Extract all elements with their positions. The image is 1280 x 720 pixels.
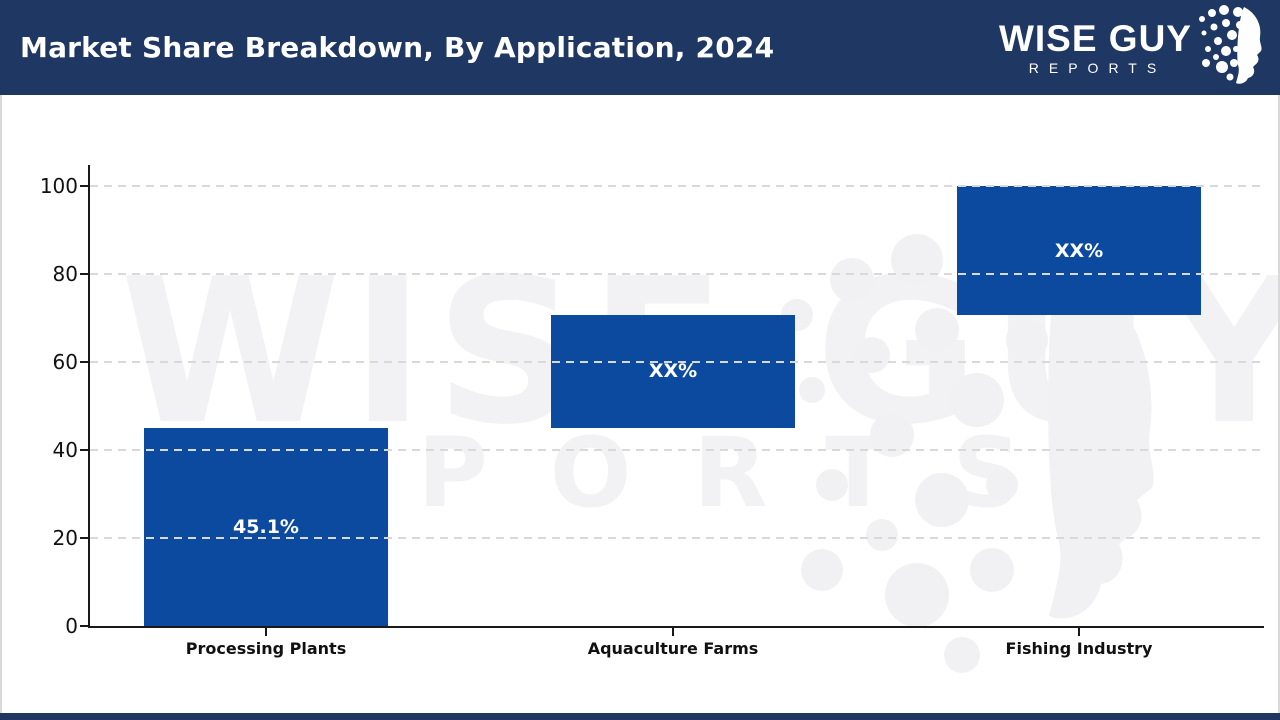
- x-axis-line: [88, 626, 1264, 628]
- y-tick-label: 100: [39, 174, 78, 198]
- bar: [144, 427, 388, 626]
- grid-line: [90, 185, 1260, 187]
- y-tick-label: 20: [52, 526, 78, 550]
- bar: [957, 186, 1201, 316]
- grid-line: [90, 449, 1260, 451]
- plot-region: 45.1% Processing Plants XX% Aquaculture Far…: [2, 95, 1278, 713]
- brand-logo-text: WISE GUY REPORTS: [999, 20, 1192, 76]
- x-tick-mark: [672, 628, 674, 636]
- grid-line: [90, 361, 1260, 363]
- y-tick-mark: [80, 625, 88, 627]
- dotted-face-logo-icon: [1196, 4, 1264, 91]
- y-tick-label: 60: [52, 350, 78, 374]
- y-tick-mark: [80, 537, 88, 539]
- x-tick-label: Fishing Industry: [1005, 639, 1153, 658]
- x-tick-label: Processing Plants: [185, 639, 347, 658]
- y-tick-mark: [80, 361, 88, 363]
- grid-line: [90, 537, 1260, 539]
- y-tick-label: 80: [52, 262, 78, 286]
- x-tick-mark: [1078, 628, 1080, 636]
- y-axis-line: [88, 165, 90, 628]
- bar: [551, 315, 795, 428]
- footer-bar: [0, 713, 1280, 720]
- y-tick-mark: [80, 185, 88, 187]
- x-tick-label: Aquaculture Farms: [587, 639, 759, 658]
- page-title: Market Share Breakdown, By Application, …: [20, 31, 775, 64]
- y-tick-label: 0: [65, 614, 78, 638]
- brand-logo: WISE GUY REPORTS: [999, 4, 1280, 91]
- watermark-face-icon: [757, 220, 1187, 684]
- y-tick-mark: [80, 273, 88, 275]
- brand-name: WISE GUY: [998, 17, 1192, 59]
- bar-value-label: XX%: [1054, 239, 1104, 262]
- brand-subname: REPORTS: [1028, 59, 1167, 76]
- chart-area: WISE GUY REPORTS 45.1% Processing Plants X…: [0, 95, 1280, 713]
- grid-line: [90, 273, 1260, 275]
- x-tick-mark: [265, 628, 267, 636]
- y-tick-label: 40: [52, 438, 78, 462]
- header-bar: Market Share Breakdown, By Application, …: [0, 0, 1280, 95]
- y-tick-mark: [80, 449, 88, 451]
- bar-value-label: 45.1%: [233, 515, 299, 538]
- bar-value-label: XX%: [648, 360, 698, 383]
